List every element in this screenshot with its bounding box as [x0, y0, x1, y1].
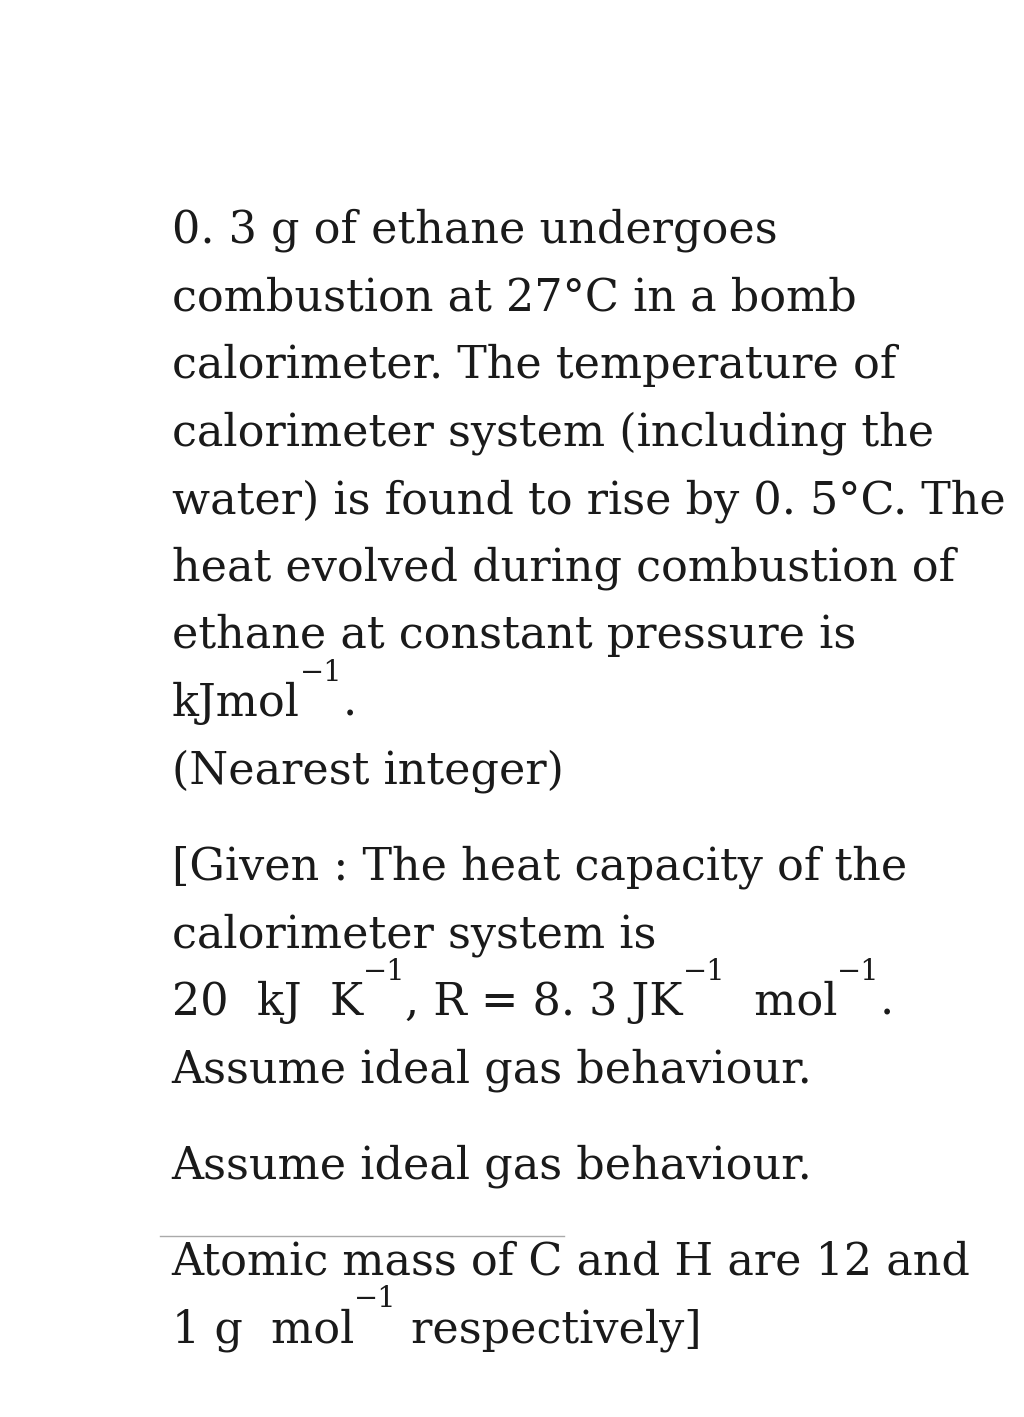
Text: 1 g  mol: 1 g mol — [172, 1308, 354, 1352]
Text: [Given : The heat capacity of the: [Given : The heat capacity of the — [172, 846, 907, 888]
Text: .: . — [342, 682, 356, 726]
Text: Assume ideal gas behaviour.: Assume ideal gas behaviour. — [172, 1049, 812, 1093]
Text: ethane at constant pressure is: ethane at constant pressure is — [172, 614, 856, 657]
Text: heat evolved during combustion of: heat evolved during combustion of — [172, 547, 954, 589]
Text: Atomic mass of C and H are 12 and: Atomic mass of C and H are 12 and — [172, 1240, 971, 1284]
Text: −1: −1 — [300, 659, 342, 687]
Text: calorimeter system is: calorimeter system is — [172, 913, 656, 956]
Text: −1: −1 — [837, 958, 880, 986]
Text: −1: −1 — [683, 958, 726, 986]
Text: kJmol: kJmol — [172, 682, 300, 726]
Text: −1: −1 — [354, 1285, 396, 1314]
Text: 0. 3 g of ethane undergoes: 0. 3 g of ethane undergoes — [172, 208, 777, 252]
Text: 20  kJ  K: 20 kJ K — [172, 981, 362, 1024]
Text: −1: −1 — [362, 958, 406, 986]
Text: calorimeter system (including the: calorimeter system (including the — [172, 411, 934, 455]
Text: water) is found to rise by 0. 5°C. The: water) is found to rise by 0. 5°C. The — [172, 479, 1006, 523]
Text: calorimeter. The temperature of: calorimeter. The temperature of — [172, 343, 896, 387]
Text: , R = 8. 3 JK: , R = 8. 3 JK — [406, 981, 683, 1024]
Text: respectively]: respectively] — [396, 1308, 701, 1352]
Text: (Nearest integer): (Nearest integer) — [172, 750, 563, 794]
Text: combustion at 27°C in a bomb: combustion at 27°C in a bomb — [172, 276, 856, 319]
Text: mol: mol — [726, 981, 837, 1024]
Text: Assume ideal gas behaviour.: Assume ideal gas behaviour. — [172, 1145, 812, 1187]
Text: .: . — [880, 981, 894, 1024]
